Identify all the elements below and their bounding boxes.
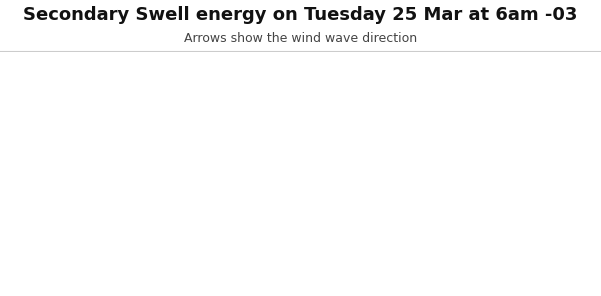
Text: cartopy required: cartopy required (219, 164, 382, 184)
Text: Arrows show the wind wave direction: Arrows show the wind wave direction (184, 32, 417, 45)
Text: Secondary Swell energy on Tuesday 25 Mar at 6am -03: Secondary Swell energy on Tuesday 25 Mar… (23, 6, 578, 23)
